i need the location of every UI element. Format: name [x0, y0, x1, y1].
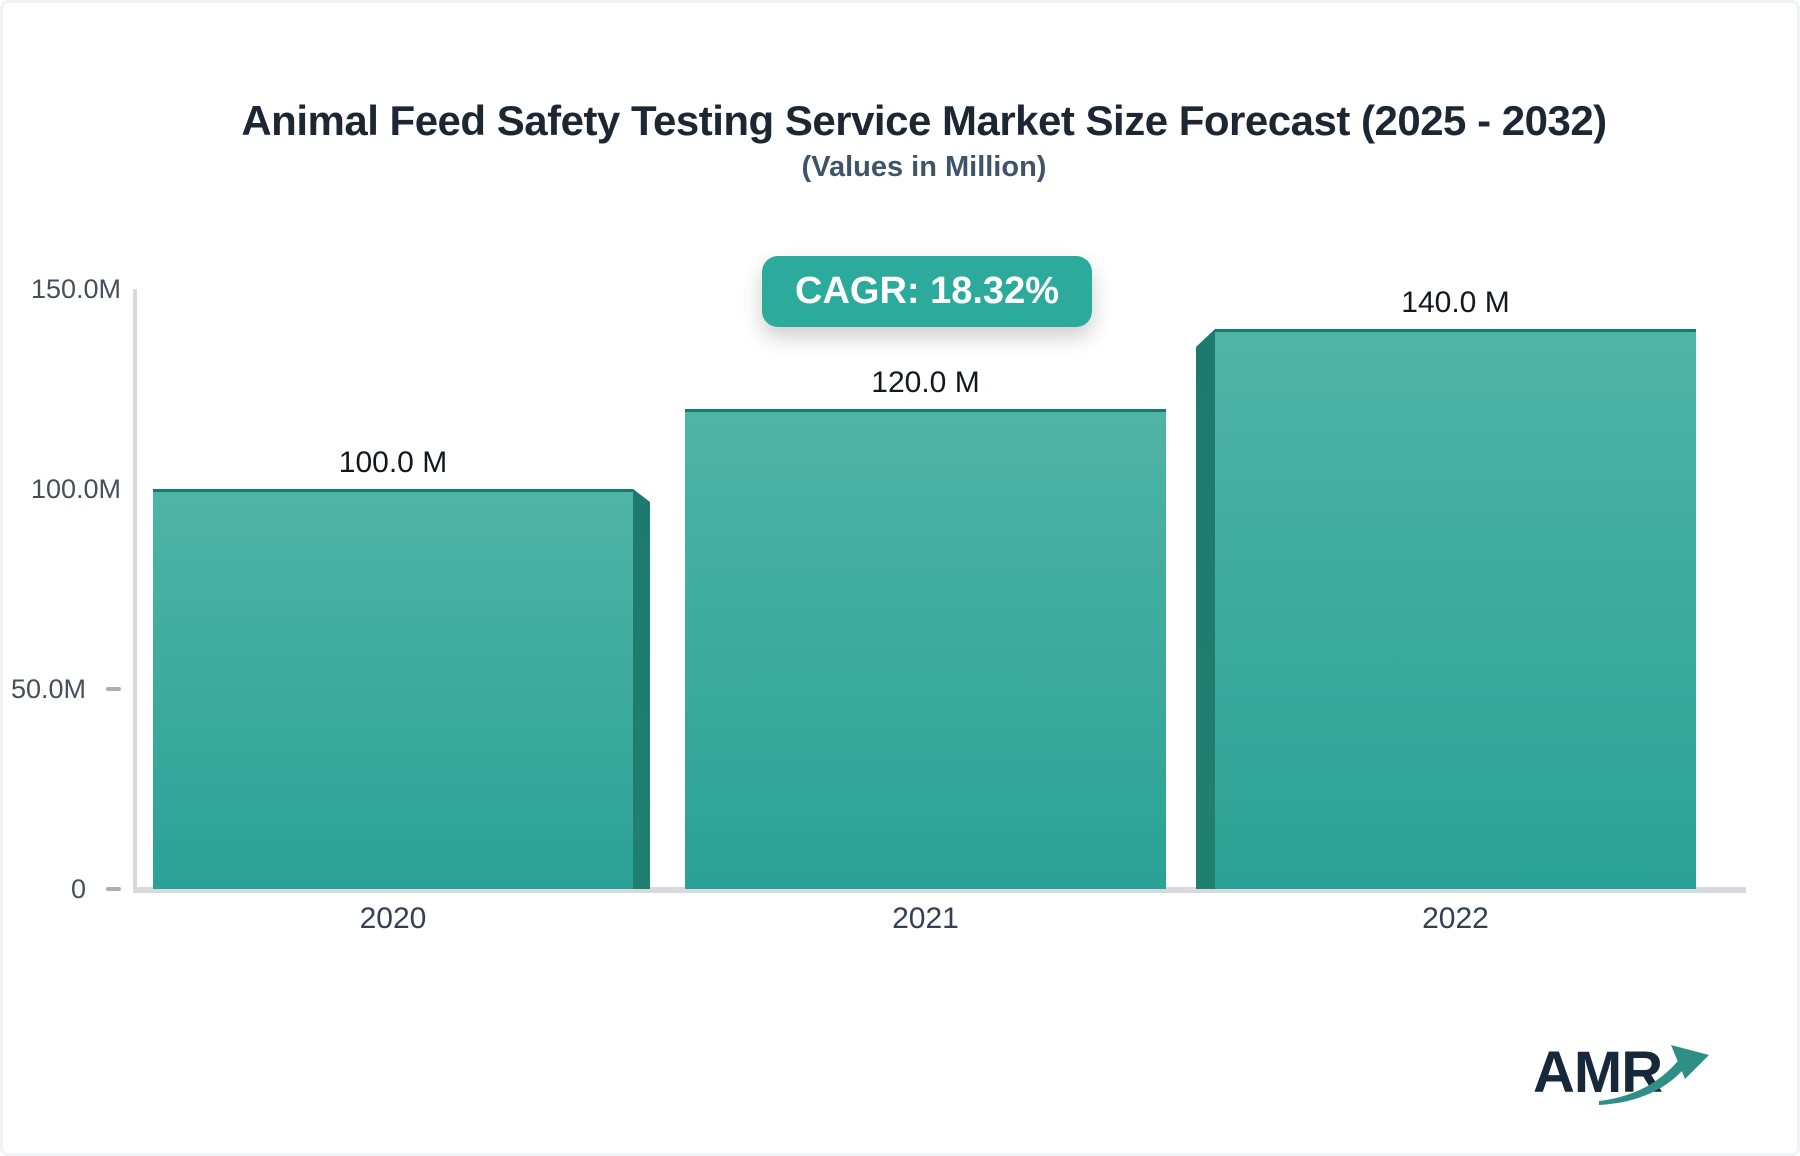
y-axis-label: 0 — [70, 874, 86, 904]
bar-value-label: 100.0 M — [338, 446, 448, 479]
bar-2020 — [153, 489, 633, 889]
x-axis-label: 2020 — [359, 902, 427, 935]
y-axis-label: 50.0M — [10, 674, 86, 704]
y-axis-label-row: 100.0M — [3, 471, 121, 507]
y-axis-tick — [106, 887, 121, 891]
plot-area: 150.0M 100.0M 50.0M 0 100.0 M 2020 120.0 M 2021… — [3, 3, 1797, 1153]
bar-2022 — [1215, 329, 1696, 889]
growth-arrow-icon — [1599, 1045, 1709, 1105]
bar-3d-shade — [633, 489, 650, 889]
bar-value-label: 140.0 M — [1401, 286, 1510, 319]
y-axis-label-row: 0 — [3, 871, 121, 907]
bar-2021 — [685, 409, 1166, 889]
amr-logo: AMR — [1533, 1039, 1723, 1129]
chart-title: Animal Feed Safety Testing Service Marke… — [241, 97, 1607, 144]
y-axis-label-row: 150.0M — [3, 271, 121, 307]
cagr-badge: CAGR: 18.32% — [762, 256, 1092, 327]
y-axis-label: 100.0M — [30, 474, 121, 504]
x-axis-baseline — [133, 887, 1746, 893]
y-axis-label: 150.0M — [30, 274, 121, 304]
x-axis-label: 2021 — [892, 902, 959, 935]
y-axis-tick — [106, 687, 121, 691]
y-axis-line — [133, 289, 137, 889]
x-axis-label: 2022 — [1422, 902, 1489, 935]
bar-3d-shade — [1196, 329, 1215, 889]
y-axis-label-row: 50.0M — [3, 671, 121, 707]
chart-subtitle: (Values in Million) — [801, 151, 1047, 183]
bar-value-label: 120.0 M — [871, 366, 980, 399]
